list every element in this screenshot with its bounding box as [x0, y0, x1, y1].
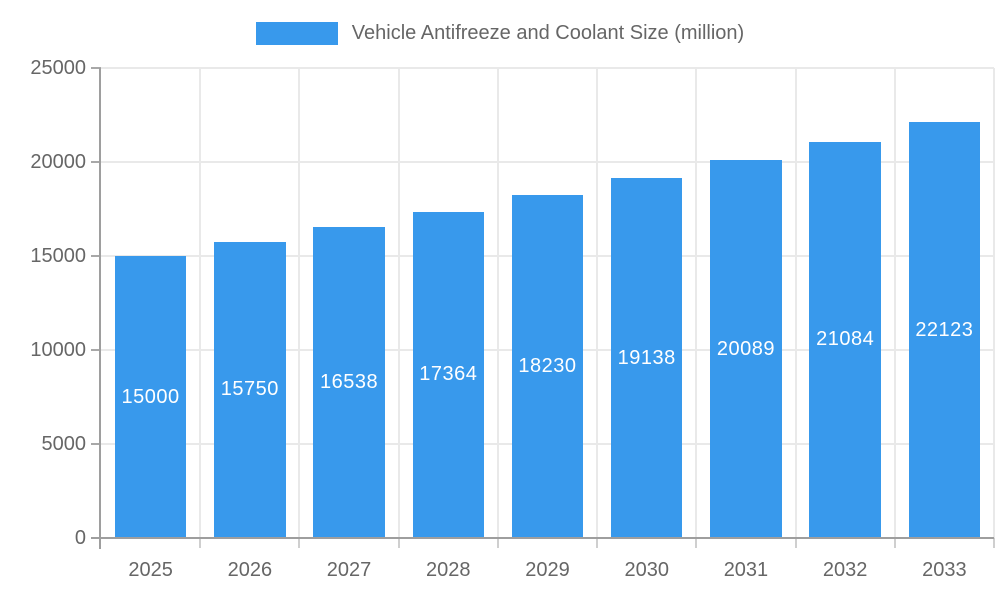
- x-axis-tick: [794, 538, 797, 548]
- x-axis-tick: [596, 538, 599, 548]
- bar-2030: 19138: [611, 178, 683, 538]
- bar-value-label: 18230: [518, 355, 577, 378]
- bar-2032: 21084: [809, 141, 881, 538]
- legend-item[interactable]: Vehicle Antifreeze and Coolant Size (mil…: [0, 20, 1000, 46]
- y-axis-tick: [91, 443, 101, 445]
- y-axis-label: 25000: [30, 57, 86, 79]
- y-axis-tick: [91, 67, 101, 69]
- x-axis-label: 2026: [227, 559, 273, 581]
- x-gridline: [199, 68, 202, 538]
- bar-2029: 18230: [511, 195, 584, 538]
- x-gridline: [695, 68, 698, 538]
- bar-2025: 15000: [114, 256, 187, 538]
- x-axis-tick: [496, 538, 499, 548]
- x-gridline: [298, 68, 301, 538]
- bar-2028: 17364: [412, 211, 484, 538]
- x-gridline: [893, 68, 896, 538]
- y-axis-tick: [91, 349, 101, 351]
- bar-value-label: 17364: [419, 363, 478, 386]
- bar-value-label: 21084: [816, 328, 875, 351]
- y-gridline: [101, 67, 994, 69]
- y-axis-tick: [91, 255, 101, 257]
- bar-value-label: 16538: [319, 371, 379, 394]
- x-axis-label: 2027: [326, 559, 372, 581]
- y-gridline: [101, 161, 994, 163]
- x-gridline: [794, 68, 797, 538]
- x-axis-tick: [695, 538, 698, 548]
- y-axis-label: 15000: [30, 245, 86, 267]
- y-axis-tick: [91, 161, 101, 163]
- x-gridline: [496, 68, 499, 538]
- bar-value-label: 15750: [220, 378, 279, 401]
- legend-swatch: [255, 21, 338, 45]
- x-axis-tick: [199, 538, 202, 548]
- x-axis-label: 2030: [624, 559, 669, 581]
- x-axis-tick: [993, 538, 995, 548]
- y-axis-label: 10000: [30, 339, 86, 361]
- x-axis-label: 2033: [922, 559, 967, 581]
- x-axis-label: 2029: [525, 559, 570, 581]
- x-gridline: [596, 68, 599, 538]
- bar-2027: 16538: [313, 227, 385, 538]
- y-axis-label: 20000: [30, 151, 86, 173]
- bar-value-label: 20089: [716, 337, 775, 360]
- x-axis-label: 2028: [426, 559, 471, 581]
- bar-value-label: 22123: [915, 318, 974, 341]
- bar-value-label: 15000: [121, 385, 180, 408]
- y-axis-label: 5000: [41, 433, 87, 455]
- x-axis-label: 2032: [822, 559, 868, 581]
- bar-value-label: 19138: [617, 346, 676, 369]
- x-axis-label: 2025: [128, 559, 173, 581]
- x-gridline: [397, 68, 400, 538]
- bar-2031: 20089: [710, 160, 782, 538]
- x-axis-tick: [397, 538, 400, 548]
- x-axis-line: [91, 537, 994, 539]
- x-gridline: [993, 68, 995, 538]
- x-axis-tick: [893, 538, 896, 548]
- x-axis-tick: [298, 538, 301, 548]
- y-axis-label: 0: [74, 527, 86, 549]
- legend-label: Vehicle Antifreeze and Coolant Size (mil…: [351, 22, 745, 44]
- bar-2033: 22123: [908, 122, 981, 538]
- x-axis-label: 2031: [723, 559, 769, 581]
- y-axis-line: [99, 68, 101, 549]
- bar-2026: 15750: [214, 241, 286, 538]
